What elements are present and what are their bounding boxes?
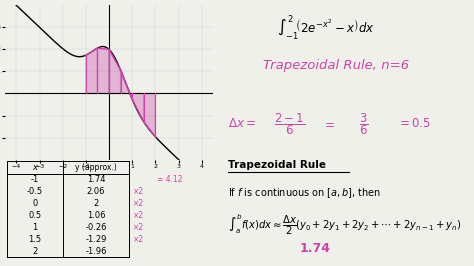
Polygon shape <box>98 48 109 93</box>
Text: -0.26: -0.26 <box>85 223 107 232</box>
Polygon shape <box>144 93 155 137</box>
Text: $\dfrac{2-1}{6}$: $\dfrac{2-1}{6}$ <box>274 111 305 136</box>
Polygon shape <box>86 48 98 93</box>
Polygon shape <box>132 93 144 122</box>
Text: -1.96: -1.96 <box>85 247 107 256</box>
Text: ×2: ×2 <box>133 235 144 244</box>
Text: ×2: ×2 <box>133 187 144 196</box>
Text: x: x <box>33 163 37 172</box>
Text: 1.5: 1.5 <box>28 235 42 244</box>
Polygon shape <box>120 70 132 99</box>
Polygon shape <box>109 49 120 93</box>
Text: 1.74: 1.74 <box>87 175 105 184</box>
Text: ×2: ×2 <box>133 211 144 220</box>
Text: Trapezoidal Rule: Trapezoidal Rule <box>228 160 326 170</box>
Text: -0.5: -0.5 <box>27 187 43 196</box>
Text: ×2: ×2 <box>133 223 144 232</box>
Text: 0: 0 <box>32 199 38 208</box>
Text: -1: -1 <box>31 175 39 184</box>
Text: 2: 2 <box>32 247 38 256</box>
Text: 0.5: 0.5 <box>28 211 42 220</box>
Text: $= 0.5$: $= 0.5$ <box>397 117 431 130</box>
Text: $=$: $=$ <box>322 117 335 130</box>
Text: = 4.12: = 4.12 <box>157 175 182 184</box>
Text: Trapezoidal Rule, n=6: Trapezoidal Rule, n=6 <box>263 59 409 72</box>
Text: $\Delta x=$: $\Delta x=$ <box>228 117 256 130</box>
Text: $\int_{-1}^{2}\!\left(2e^{-x^2}-x\right)dx$: $\int_{-1}^{2}\!\left(2e^{-x^2}-x\right)… <box>277 13 374 42</box>
Text: $\dfrac{3}{6}$: $\dfrac{3}{6}$ <box>359 111 369 136</box>
Text: 1.06: 1.06 <box>87 211 105 220</box>
Text: ×2: ×2 <box>133 199 144 208</box>
Text: 2: 2 <box>93 199 99 208</box>
Text: $\int_a^b f(x)dx \approx \dfrac{\Delta x}{2}\!\left(y_0+2y_1+2y_2+\cdots+2y_{n-1: $\int_a^b f(x)dx \approx \dfrac{\Delta x… <box>228 213 461 237</box>
Text: -1.29: -1.29 <box>85 235 107 244</box>
Text: 2.06: 2.06 <box>87 187 105 196</box>
Text: 1: 1 <box>32 223 38 232</box>
Text: If $f$ is continuous on $[a, b]$, then: If $f$ is continuous on $[a, b]$, then <box>228 186 382 200</box>
Text: 1.74: 1.74 <box>300 242 331 255</box>
Text: y (approx.): y (approx.) <box>75 163 117 172</box>
